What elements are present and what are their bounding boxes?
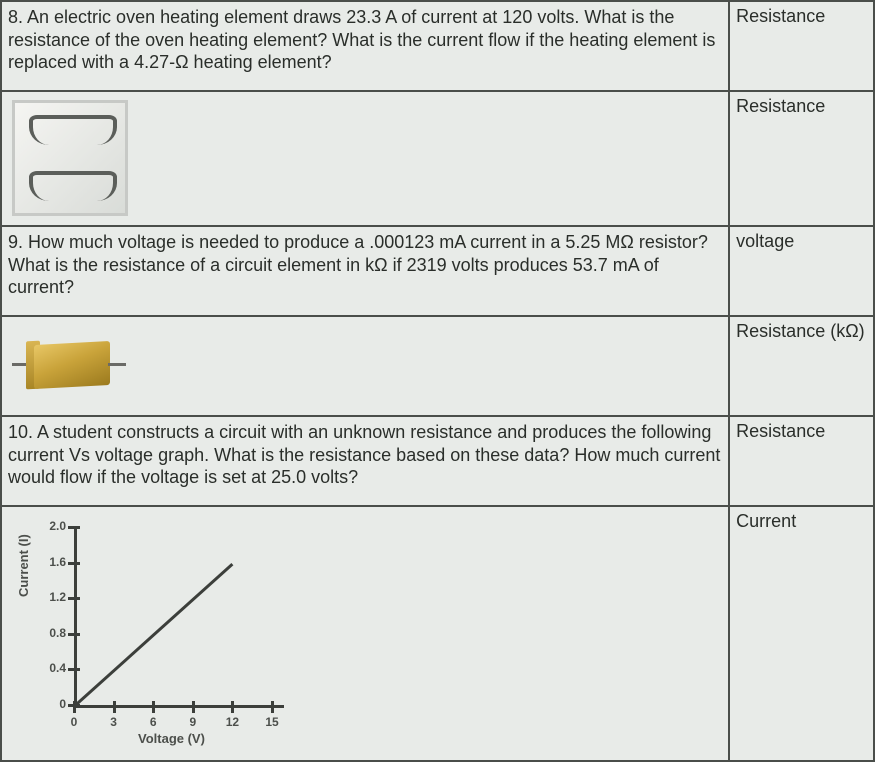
y-tick <box>68 633 80 636</box>
x-tick <box>152 701 155 713</box>
q8-answer1-label: Resistance <box>736 6 825 26</box>
x-axis-label: Voltage (V) <box>138 731 205 747</box>
x-tick-label: 12 <box>222 715 242 730</box>
q10-question: 10. A student constructs a circuit with … <box>1 416 729 506</box>
y-tick-label: 0.8 <box>40 626 66 641</box>
y-tick <box>68 526 80 529</box>
y-tick <box>68 668 80 671</box>
x-tick-label: 9 <box>183 715 203 730</box>
x-tick <box>73 701 76 713</box>
y-tick-label: 0.4 <box>40 661 66 676</box>
q9-illustration-cell <box>1 316 729 416</box>
x-tick-label: 0 <box>64 715 84 730</box>
q10-answer1: Resistance <box>729 416 874 506</box>
q10-answer2: Current <box>729 506 874 761</box>
q8-text: 8. An electric oven heating element draw… <box>8 7 715 72</box>
q9-answer2: Resistance (kΩ) <box>729 316 874 416</box>
q8-answer2-label: Resistance <box>736 96 825 116</box>
q8-question: 8. An electric oven heating element draw… <box>1 1 729 91</box>
q9-text: 9. How much voltage is needed to produce… <box>8 232 708 297</box>
q9-answer2-label: Resistance (kΩ) <box>736 321 865 341</box>
current-vs-voltage-graph: Current (I) Voltage (V) 0 0.4 0.8 1.2 1.6 2.0… <box>18 517 318 747</box>
resistor-icon <box>12 333 132 398</box>
y-tick-label: 1.2 <box>40 590 66 605</box>
heating-element-icon <box>12 100 128 216</box>
x-tick-label: 15 <box>262 715 282 730</box>
y-tick <box>68 597 80 600</box>
y-tick <box>68 562 80 565</box>
y-tick-label: 2.0 <box>40 519 66 534</box>
q10-text: 10. A student constructs a circuit with … <box>8 422 720 487</box>
x-axis <box>74 705 284 708</box>
q8-illustration-cell <box>1 91 729 226</box>
x-tick <box>271 701 274 713</box>
y-tick-label: 0 <box>40 697 66 712</box>
q9-answer1-label: voltage <box>736 231 794 251</box>
worksheet-table: 8. An electric oven heating element draw… <box>0 0 875 762</box>
q9-answer1: voltage <box>729 226 874 316</box>
x-tick <box>192 701 195 713</box>
x-tick-label: 6 <box>143 715 163 730</box>
q10-graph-cell: Current (I) Voltage (V) 0 0.4 0.8 1.2 1.6 2.0… <box>1 506 729 761</box>
q10-answer2-label: Current <box>736 511 796 531</box>
q10-answer1-label: Resistance <box>736 421 825 441</box>
x-tick-label: 3 <box>104 715 124 730</box>
q9-question: 9. How much voltage is needed to produce… <box>1 226 729 316</box>
q8-answer1: Resistance <box>729 1 874 91</box>
y-axis <box>74 527 77 707</box>
x-tick <box>231 701 234 713</box>
q8-answer2: Resistance <box>729 91 874 226</box>
x-tick <box>113 701 116 713</box>
y-axis-label: Current (I) <box>16 534 32 597</box>
data-line <box>73 563 233 708</box>
y-tick-label: 1.6 <box>40 555 66 570</box>
